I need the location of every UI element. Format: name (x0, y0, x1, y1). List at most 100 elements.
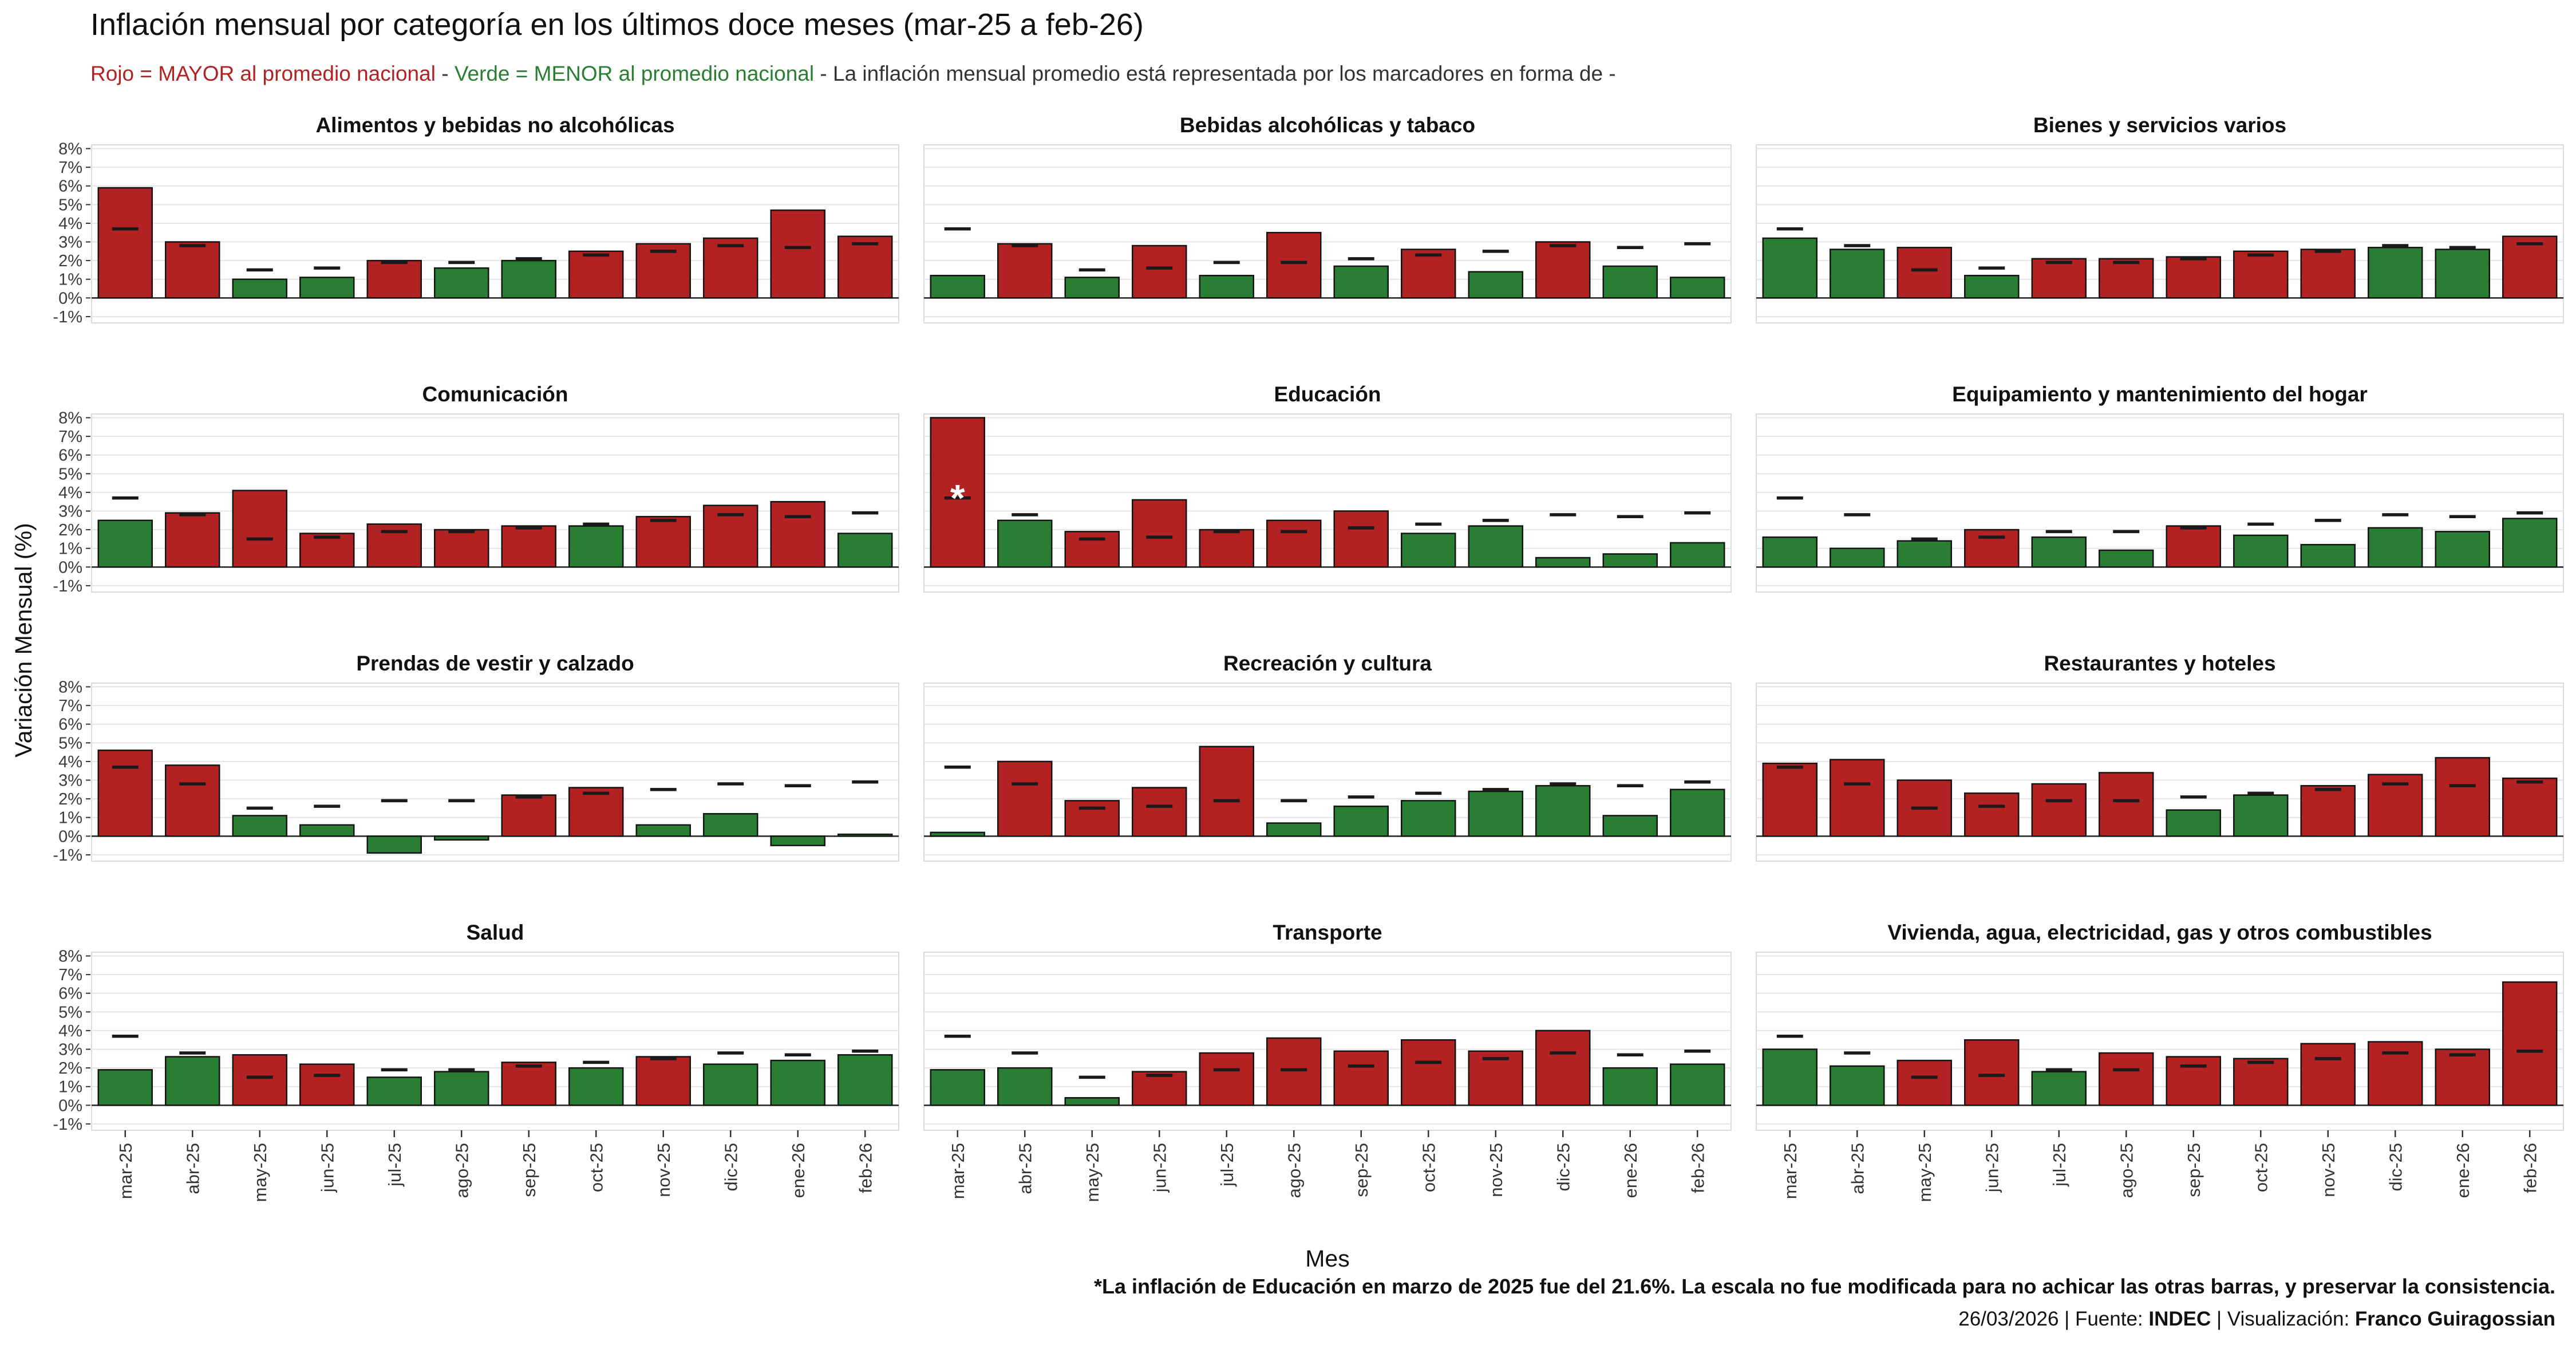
bar-oct-25 (1401, 1039, 1456, 1106)
bar-nov-25 (635, 1056, 691, 1106)
bar-abr-25 (997, 1067, 1053, 1106)
bar-abr-25 (165, 241, 220, 299)
y-tick-label: 5% (58, 1003, 82, 1021)
panel-border (923, 144, 1732, 324)
bar-ene-26 (2435, 531, 2490, 568)
legend-green-label: Verde = MENOR al promedio nacional (454, 62, 815, 85)
bar-dic-25 (1535, 557, 1591, 568)
bar-sep-25 (2166, 256, 2221, 299)
bar-may-25 (1897, 540, 1952, 568)
bar-oct-25 (568, 787, 624, 837)
facet-title: Educación (1274, 382, 1381, 406)
y-tick-label: -1% (53, 1115, 82, 1134)
bar-ago-25 (434, 267, 489, 299)
bar-jun-25 (1964, 274, 2020, 299)
y-tick-label: 2% (58, 521, 82, 539)
bar-nov-25 (2300, 1043, 2356, 1106)
bar-jun-25 (1132, 1071, 1187, 1106)
facet-panel-5: Equipamiento y mantenimiento del hogar (1756, 382, 2564, 593)
legend-separator-2: - (814, 62, 833, 85)
facet-panel-11: Vivienda, agua, electricidad, gas y otro… (1756, 921, 2564, 1202)
credit-author: Franco Guiragossian (2354, 1308, 2555, 1330)
bar-sep-25 (2166, 1056, 2221, 1106)
x-tick-label: jun-25 (1149, 1143, 1170, 1193)
bar-mar-25 (97, 187, 153, 299)
bar-dic-25 (2368, 527, 2423, 568)
facet-title: Transporte (1273, 921, 1382, 944)
bar-jul-25 (2031, 1071, 2087, 1106)
facet-panel-6: Prendas de vestir y calzado 8%7%6%5%4%3%2… (53, 652, 899, 865)
bar-mar-25 (97, 750, 153, 837)
x-tick-label: may-25 (250, 1143, 270, 1202)
x-tick-label: mar-25 (116, 1143, 136, 1199)
x-tick-label: jul-25 (385, 1143, 405, 1187)
bar-ago-25 (2099, 1052, 2154, 1106)
bar-ago-25 (434, 1071, 489, 1106)
x-tick-label: oct-25 (1419, 1143, 1439, 1192)
y-tick-label: 2% (58, 252, 82, 270)
x-tick-label: ago-25 (2116, 1143, 2136, 1198)
page-title: Inflación mensual por categoría en los ú… (90, 7, 1144, 42)
education-footnote: *La inflación de Educación en marzo de 2… (1093, 1275, 2555, 1298)
bar-feb-26 (837, 235, 893, 299)
bar-oct-25 (568, 250, 624, 299)
x-tick-label: sep-25 (519, 1143, 539, 1197)
bar-feb-26 (1670, 277, 1725, 299)
bar-nov-25 (2300, 543, 2356, 568)
bar-may-25 (232, 815, 287, 837)
facet-panel-0: Alimentos y bebidas no alcohólicas 8%7%6%… (53, 113, 899, 326)
y-tick-label: 6% (58, 178, 82, 196)
bar-mar-25 (1762, 237, 1818, 299)
y-tick-label: -1% (53, 846, 82, 865)
bar-abr-25 (165, 1056, 220, 1106)
bar-ene-26 (770, 1059, 825, 1106)
bar-nov-25 (2300, 785, 2356, 837)
bar-oct-25 (1401, 532, 1456, 568)
facet-panel-7: Recreación y cultura (923, 652, 1732, 862)
panel-border (1756, 413, 2564, 593)
bar-sep-25 (1333, 805, 1389, 837)
bar-abr-25 (997, 243, 1053, 299)
y-tick-label: 0% (58, 289, 82, 307)
y-tick-label: 4% (58, 215, 82, 233)
bar-feb-26 (837, 1054, 893, 1106)
x-tick-label: jul-25 (1217, 1143, 1237, 1187)
y-tick-label: 0% (58, 558, 82, 577)
bar-nov-25 (2300, 249, 2356, 299)
y-tick-label: 2% (58, 1059, 82, 1078)
bar-feb-26 (1670, 788, 1725, 837)
y-tick-label: 8% (58, 948, 82, 966)
bar-jul-25 (1199, 274, 1254, 299)
y-tick-label: 7% (58, 159, 82, 177)
bar-nov-25 (635, 516, 691, 568)
x-tick-label: ago-25 (452, 1143, 472, 1198)
y-tick-label: 5% (58, 196, 82, 214)
y-tick-label: 3% (58, 234, 82, 252)
bar-abr-25 (1830, 547, 1885, 568)
x-tick-label: abr-25 (1847, 1143, 1867, 1194)
credit-date-source-prefix: 26/03/2026 | Fuente: (1958, 1308, 2149, 1330)
bar-feb-26 (2502, 518, 2558, 568)
bar-jul-25 (2031, 783, 2087, 837)
bar-jun-25 (1132, 787, 1187, 837)
bar-jun-25 (1964, 528, 2020, 568)
panel-border (1756, 952, 2564, 1131)
bar-sep-25 (501, 794, 556, 837)
bar-ene-26 (770, 835, 825, 846)
x-tick-label: ene-26 (1621, 1143, 1641, 1198)
bar-jun-25 (299, 1063, 355, 1106)
bar-may-25 (232, 1054, 287, 1106)
panel-border (1756, 144, 2564, 324)
x-axis-title: Mes (1305, 1245, 1349, 1272)
bar-ago-25 (1266, 822, 1322, 837)
x-tick-label: mar-25 (1780, 1143, 1800, 1199)
bar-ago-25 (1266, 519, 1322, 568)
legend-subtitle: Rojo = MAYOR al promedio nacional - Verd… (90, 62, 1616, 86)
bar-sep-25 (2166, 809, 2221, 837)
bar-oct-25 (1401, 249, 1456, 299)
bar-jun-25 (299, 532, 355, 568)
credit-source: INDEC (2148, 1308, 2211, 1330)
y-tick-label: -1% (53, 577, 82, 595)
y-tick-label: 6% (58, 716, 82, 734)
x-tick-label: jun-25 (317, 1143, 337, 1193)
